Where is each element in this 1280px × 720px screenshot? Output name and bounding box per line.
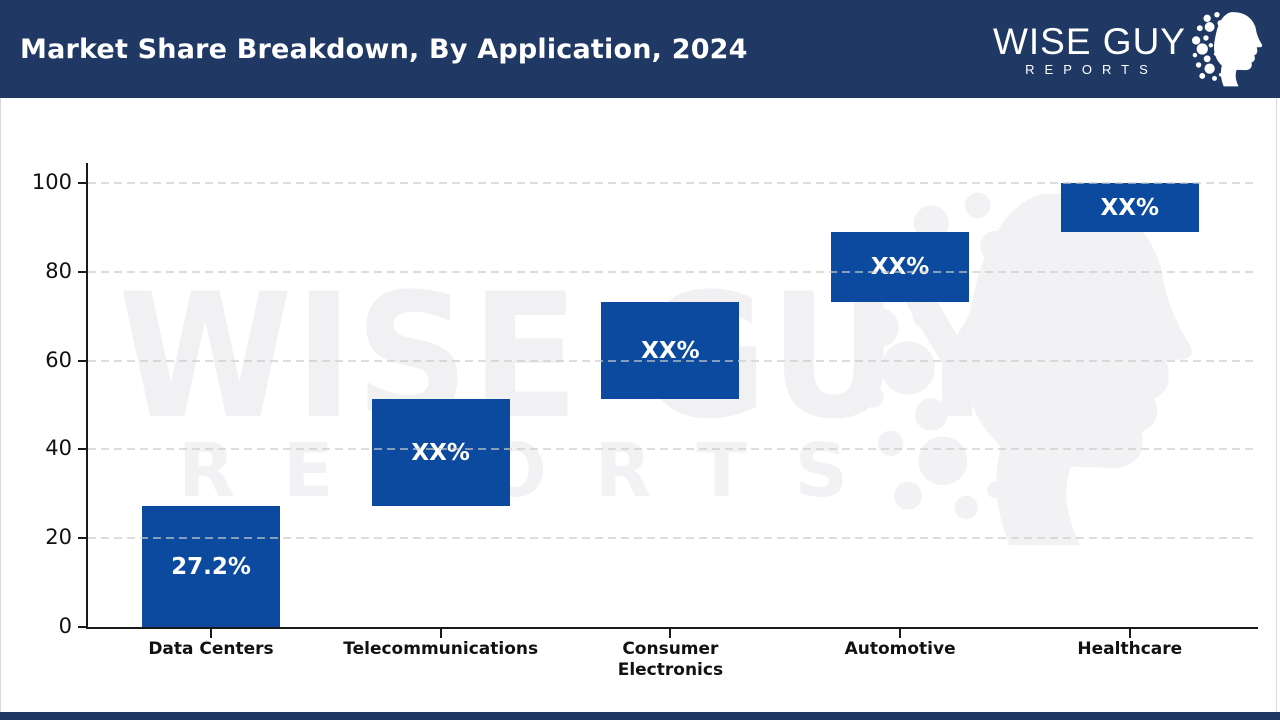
chart-title: Market Share Breakdown, By Application, … <box>20 33 748 65</box>
gridline-y80 <box>88 270 1256 273</box>
x-tick-mark-5 <box>1128 629 1131 638</box>
bar-segment-3: XX% <box>601 301 740 400</box>
category-label-1: Data Centers <box>148 639 274 659</box>
bar-value-label: XX% <box>870 254 930 281</box>
bar-segment-1: 27.2% <box>142 506 280 627</box>
y-tick-label-40: 40 <box>45 436 72 461</box>
bar-value-label: XX% <box>411 439 470 466</box>
y-tick-mark-80 <box>78 270 87 273</box>
y-tick-label-100: 100 <box>31 170 72 194</box>
x-tick-mark-1 <box>210 629 212 638</box>
y-tick-label-0: 0 <box>58 614 72 638</box>
y-tick-label-80: 80 <box>45 258 72 283</box>
x-tick-mark-3 <box>669 629 672 638</box>
gridline-y100 <box>88 182 1256 184</box>
category-label-4: Automotive <box>844 639 956 659</box>
y-tick-mark-20 <box>78 537 87 540</box>
y-tick-mark-100 <box>78 182 87 184</box>
y-tick-mark-60 <box>78 359 87 362</box>
y-axis-spine <box>86 163 88 629</box>
category-label-2: Telecommunications <box>343 639 539 659</box>
bar-value-label: XX% <box>641 337 700 364</box>
header-band: Market Share Breakdown, By Application, … <box>0 0 1280 98</box>
category-label-5: Healthcare <box>1077 639 1183 659</box>
y-tick-mark-40 <box>78 448 87 451</box>
bar-segment-2: XX% <box>371 399 510 507</box>
logo-head-icon <box>1191 11 1263 87</box>
y-tick-mark-0 <box>78 626 87 628</box>
x-axis-spine <box>86 627 1258 629</box>
x-tick-mark-4 <box>899 629 902 638</box>
gridline-y40 <box>88 448 1256 451</box>
logo-wordmark: WISE GUY REPORTS <box>993 23 1186 76</box>
bar-value-label: 27.2% <box>171 553 251 580</box>
x-tick-mark-2 <box>439 629 442 638</box>
logo-wiseguy-text: WISE GUY <box>992 20 1186 62</box>
gridline-y20 <box>88 537 1256 540</box>
y-tick-label-60: 60 <box>45 347 72 372</box>
category-label-3: Consumer Electronics <box>617 639 724 680</box>
y-tick-label-20: 20 <box>45 525 72 550</box>
bar-value-label: XX% <box>1100 194 1160 221</box>
gridline-y60 <box>88 359 1256 362</box>
bar-segment-4: XX% <box>831 232 970 302</box>
logo-reports-text: REPORTS <box>1025 61 1158 77</box>
bar-segment-5: XX% <box>1060 183 1199 233</box>
wise-guy-reports-logo: WISE GUY REPORTS <box>993 8 1280 90</box>
footer-band <box>0 712 1280 720</box>
